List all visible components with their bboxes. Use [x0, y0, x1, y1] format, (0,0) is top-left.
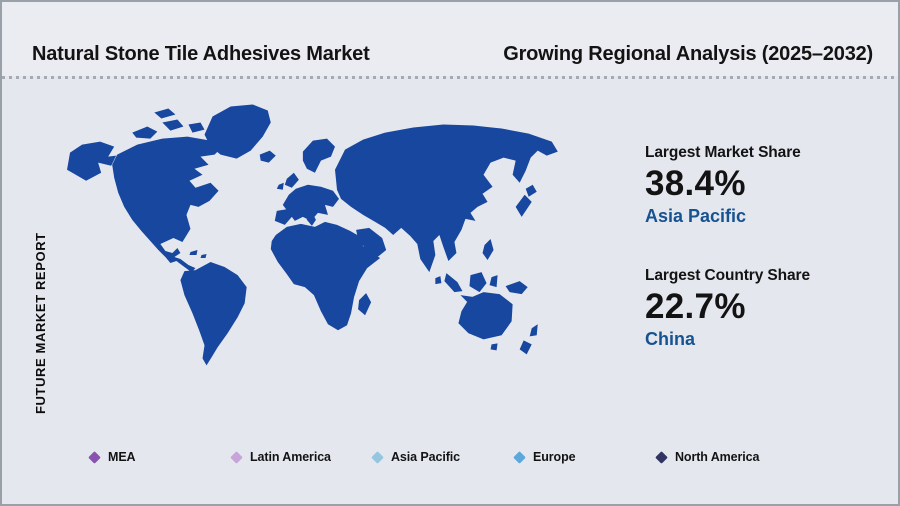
- legend-label: North America: [675, 450, 760, 464]
- legend-item-latin-america: Latin America: [230, 448, 331, 466]
- latin-america-diamond-icon: [230, 450, 243, 464]
- legend-label: Asia Pacific: [391, 450, 460, 464]
- legend-item-north-america: North America: [655, 448, 760, 466]
- world-map: [67, 104, 558, 366]
- asia-pacific-diamond-icon: [371, 450, 384, 464]
- stat-region: Asia Pacific: [645, 206, 747, 227]
- stat-region: China: [645, 329, 696, 350]
- legend-item-europe: Europe: [513, 448, 576, 466]
- stat-label: Largest Country Share: [645, 267, 810, 285]
- header: Natural Stone Tile Adhesives Market Grow…: [2, 2, 898, 76]
- mea-diamond-icon: [88, 450, 101, 464]
- stats-panel: Largest Market Share 38.4% Asia Pacific …: [645, 144, 885, 350]
- stat-largest-country-share: Largest Country Share 22.7% China: [645, 267, 885, 350]
- legend-item-asia-pacific: Asia Pacific: [371, 448, 460, 466]
- europe-diamond-icon: [513, 450, 526, 464]
- legend-label: Europe: [533, 450, 576, 464]
- stat-label: Largest Market Share: [645, 144, 801, 161]
- legend-item-mea: MEA: [88, 448, 136, 466]
- stat-value: 38.4%: [645, 164, 746, 203]
- brand-watermark: FUTURE MARKET REPORT: [33, 232, 48, 414]
- header-subtitle: Growing Regional Analysis (2025–2032): [503, 43, 873, 65]
- page-title: Natural Stone Tile Adhesives Market: [32, 43, 370, 65]
- stat-largest-market-share: Largest Market Share 38.4% Asia Pacific: [645, 144, 885, 227]
- stat-value: 22.7%: [645, 287, 746, 327]
- north-america-diamond-icon: [655, 450, 668, 464]
- legend-label: Latin America: [250, 450, 331, 464]
- legend-label: MEA: [108, 450, 136, 464]
- dotted-separator: [2, 76, 898, 79]
- legend: MEA Latin America Asia Pacific Europe No…: [2, 448, 898, 470]
- world-map-silhouette: [67, 104, 558, 366]
